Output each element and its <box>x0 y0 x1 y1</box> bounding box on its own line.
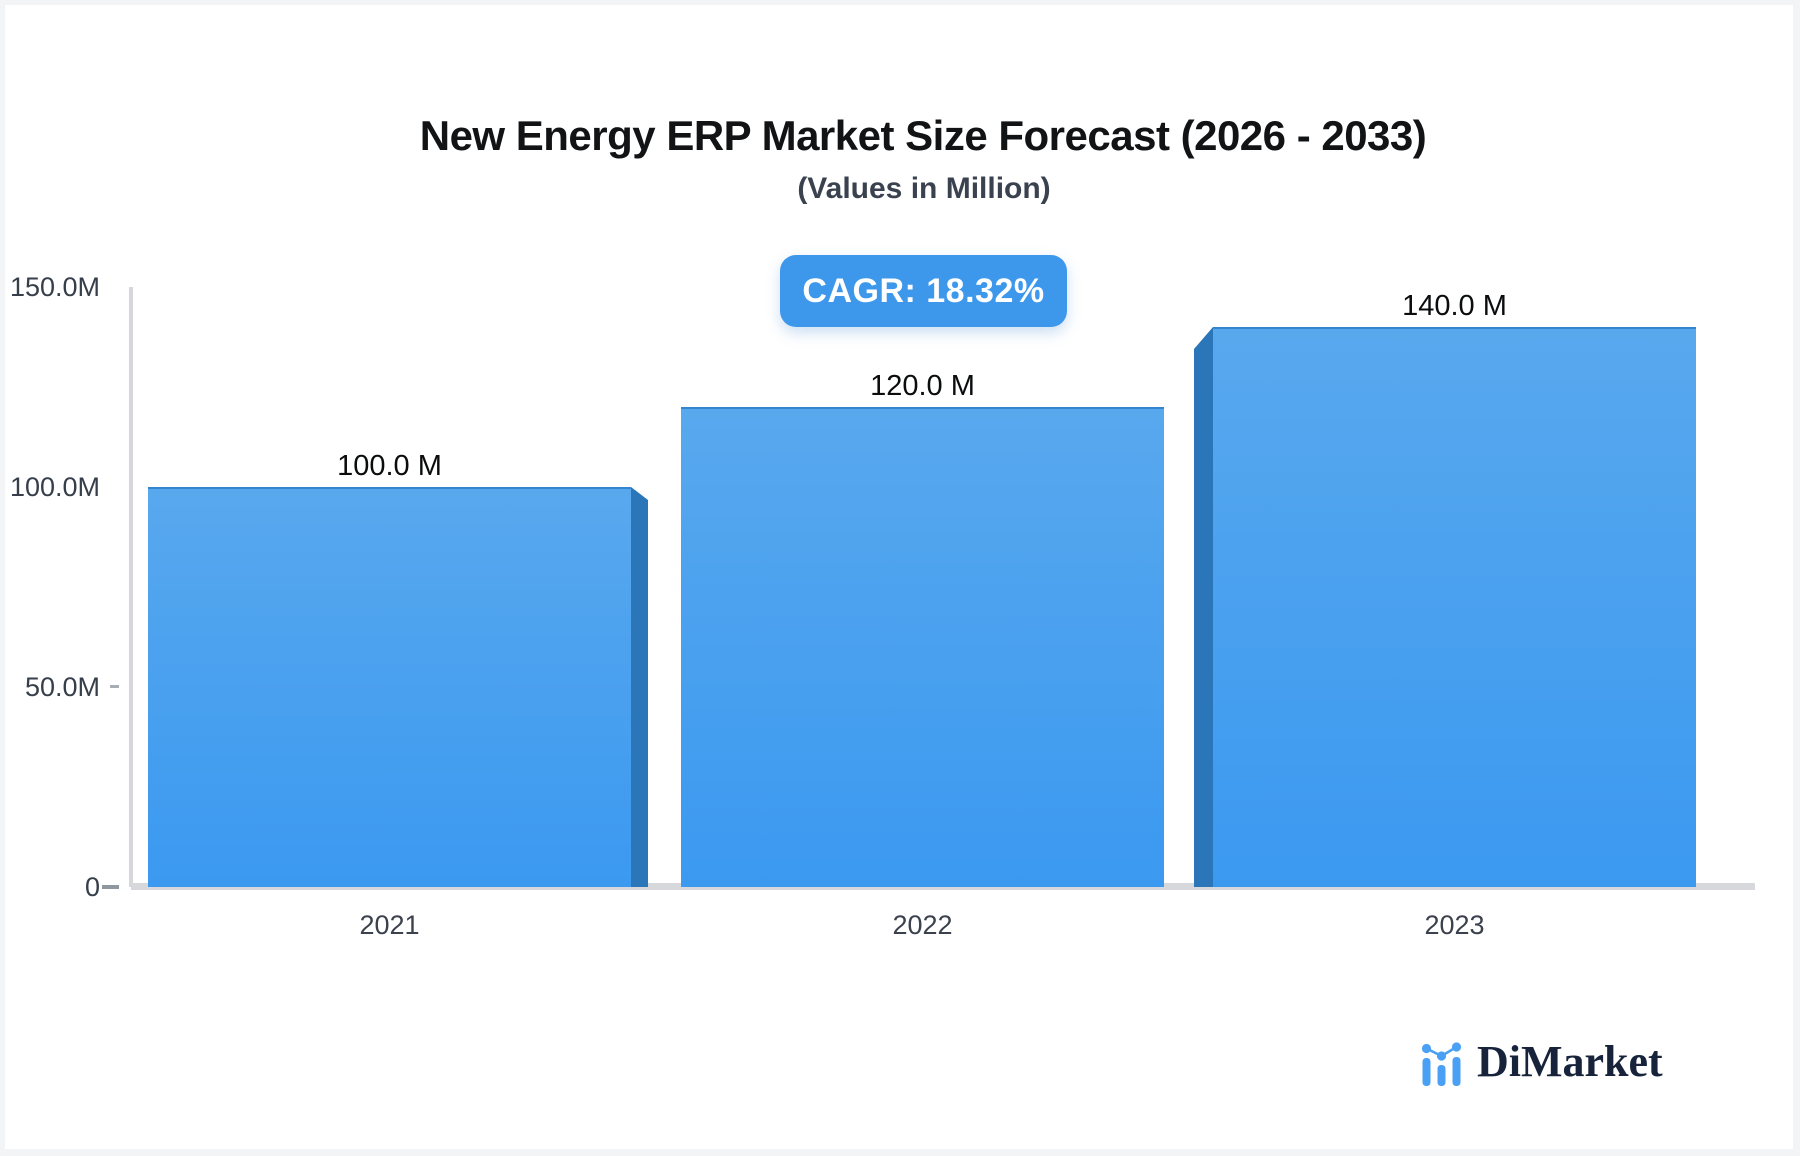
brand-name: DiMarket <box>1477 1037 1663 1086</box>
bar-2023[interactable] <box>1213 327 1696 887</box>
bar-3d-bevel-2023 <box>1194 327 1213 887</box>
y-axis-tick-label: 0 <box>84 872 100 902</box>
y-axis-line <box>129 287 133 887</box>
bar-value-label-2022: 120.0 M <box>870 370 975 402</box>
y-axis-tick-label: 50.0M <box>24 672 100 702</box>
y-axis-tick-label: 100.0M <box>9 472 100 502</box>
y-axis-tick-mark <box>110 685 119 688</box>
bar-value-label-2023: 140.0 M <box>1402 290 1507 322</box>
x-axis-label-2023: 2023 <box>1424 910 1485 940</box>
bar-chart-logo-icon <box>1421 1042 1462 1086</box>
y-axis-tick-label: 150.0M <box>9 272 100 302</box>
cagr-badge-label: CAGR: 18.32% <box>802 271 1045 310</box>
x-axis-label-2022: 2022 <box>892 910 953 940</box>
bar-2021[interactable] <box>148 487 631 887</box>
cagr-badge: CAGR: 18.32% <box>780 255 1067 327</box>
chart-subtitle: (Values in Million) <box>797 172 1051 205</box>
chart-title: New Energy ERP Market Size Forecast (202… <box>419 112 1427 159</box>
y-axis-tick-mark <box>102 885 119 889</box>
bar-2022[interactable] <box>681 407 1164 887</box>
brand-logo: DiMarket <box>1421 1038 1663 1086</box>
bar-value-label-2021: 100.0 M <box>337 450 442 482</box>
bar-3d-bevel-2021 <box>631 487 648 887</box>
x-axis-label-2021: 2021 <box>359 910 420 940</box>
